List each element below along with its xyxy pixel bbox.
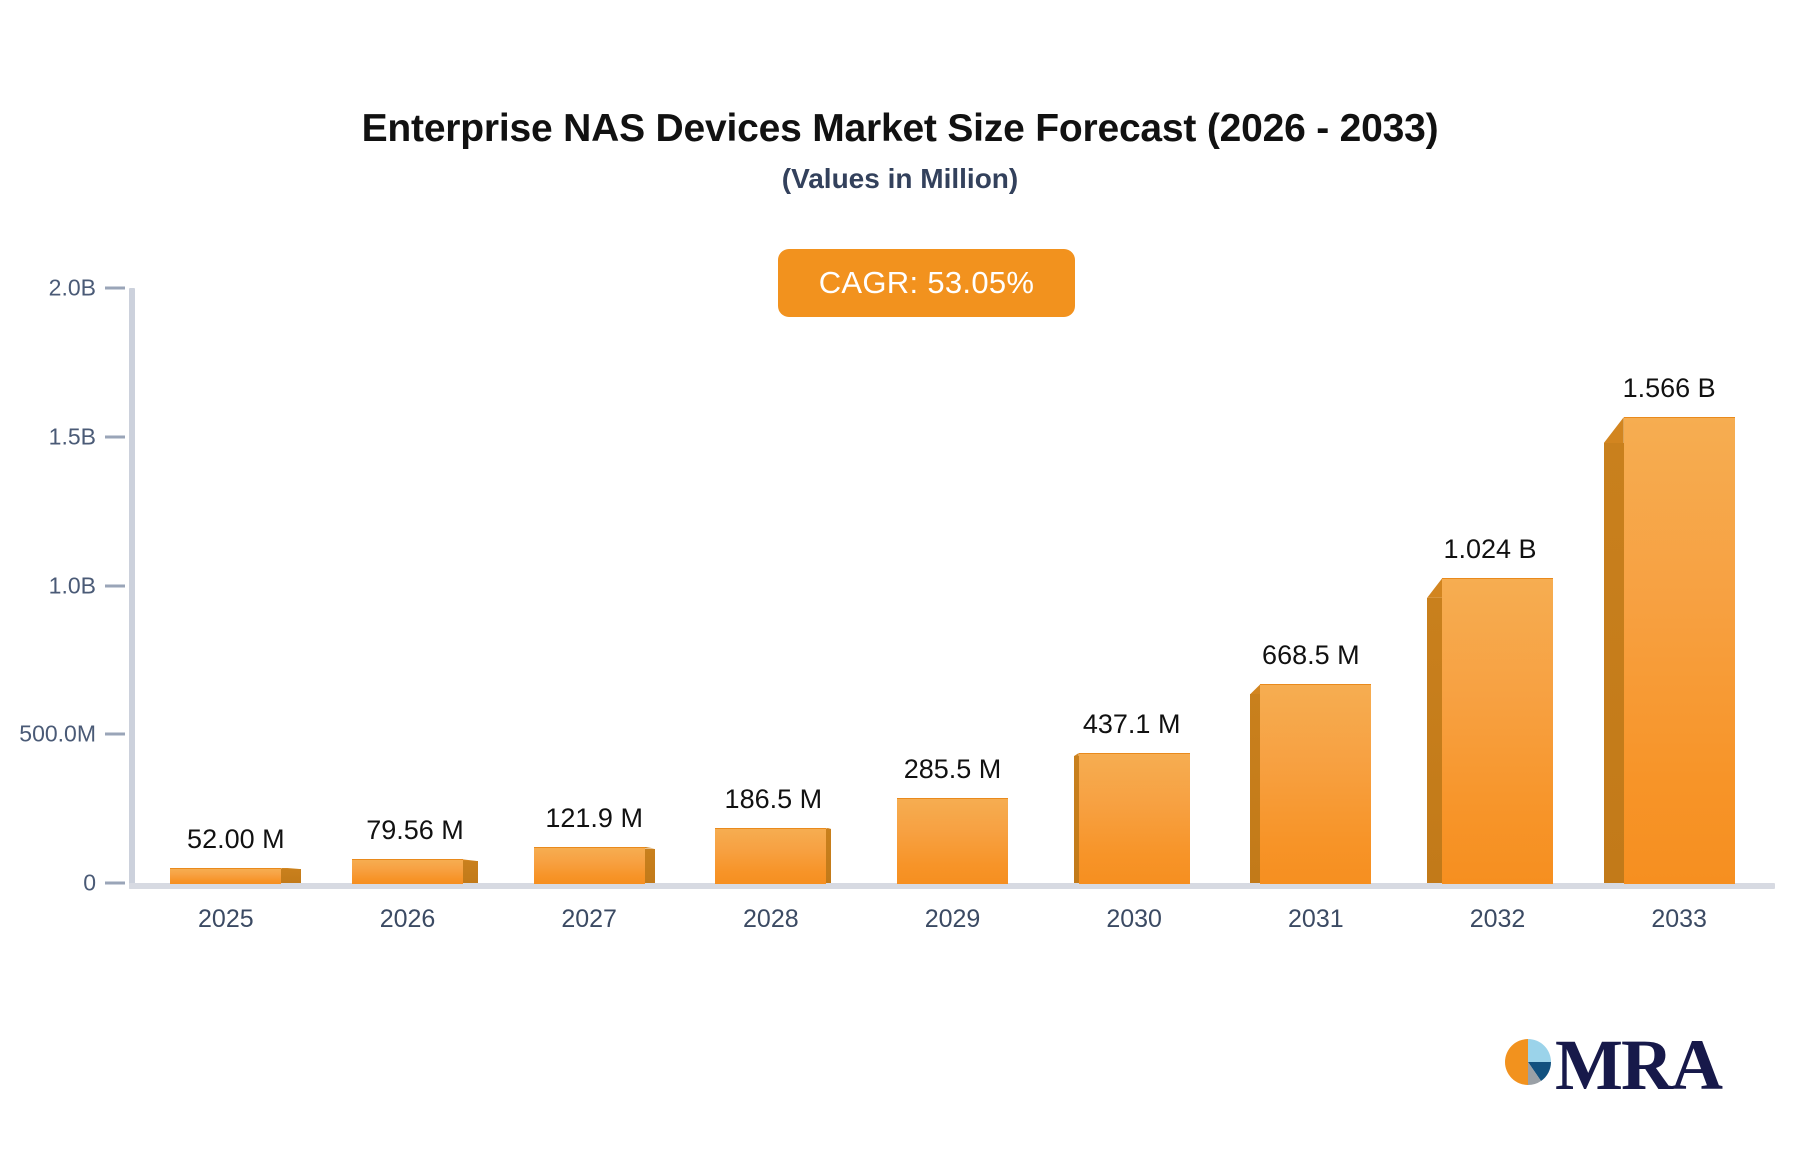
cagr-badge: CAGR: 53.05%: [778, 249, 1075, 317]
bar-top-bevel: [1250, 684, 1261, 695]
bar-value-label: 186.5 M: [724, 783, 823, 814]
x-axis-tick-label: 2025: [198, 905, 254, 933]
mra-logo: MRA: [1503, 1029, 1723, 1111]
x-axis-tick-label: 2033: [1651, 905, 1707, 933]
bar-top-bevel: [462, 859, 478, 862]
y-axis-tick-label: 0: [83, 869, 96, 896]
x-axis-tick-label: 2029: [924, 905, 981, 933]
bar-value-label: 668.5 M: [1262, 640, 1360, 671]
bar-side-face: [1250, 694, 1261, 883]
x-axis-tick-label: 2027: [561, 905, 617, 933]
y-axis-tick-mark: [105, 286, 125, 290]
bar-value-label: 52.00 M: [187, 823, 285, 854]
bar-front-face: [1260, 684, 1372, 884]
bar-value-label: 1.024 B: [1443, 534, 1537, 565]
chart-subtitle: (Values in Million): [781, 163, 1019, 194]
bar-front-face: [715, 827, 827, 884]
bar-front-face: [1442, 578, 1553, 884]
bar-side-face: [644, 848, 655, 883]
y-axis-line: [129, 288, 135, 889]
bar-front-face: [1078, 752, 1190, 884]
logo-wordmark: MRA: [1555, 1025, 1723, 1105]
bar-front-face: [533, 846, 645, 884]
bar-front-face: [897, 798, 1008, 884]
bar-side-face: [1603, 443, 1624, 883]
pie-chart-icon: [1505, 1039, 1551, 1085]
y-axis-tick-label: 1.0B: [48, 572, 96, 598]
y-axis-tick-label: 500.0M: [19, 720, 96, 747]
y-axis-tick-label: 2.0B: [48, 274, 96, 301]
bar-side-face: [1073, 756, 1079, 883]
bar-side-face: [462, 861, 478, 883]
y-axis-tick-mark: [105, 584, 125, 587]
y-axis-tick-mark: [105, 435, 125, 439]
bar-value-label: 121.9 M: [545, 802, 643, 833]
bar-value-label: 1.566 B: [1622, 373, 1716, 404]
y-axis-tick-mark: [105, 881, 125, 885]
bar-top-bevel: [1073, 752, 1079, 757]
x-axis-tick-label: 2030: [1106, 905, 1162, 933]
bar-value-label: 79.56 M: [366, 815, 464, 846]
bar-top-bevel: [826, 827, 832, 829]
x-axis-tick-label: 2031: [1288, 905, 1344, 933]
bar-top-bevel: [281, 867, 302, 870]
bar-top-bevel: [644, 846, 655, 849]
y-axis-tick-mark: [105, 732, 125, 736]
bar-value-label: 285.5 M: [903, 754, 1002, 785]
bar-side-face: [1427, 597, 1443, 883]
bar-top-bevel: [1427, 578, 1443, 598]
bar-value-label: 437.1 M: [1082, 708, 1181, 739]
bar-front-face: [352, 859, 463, 884]
bar-side-face: [281, 869, 302, 883]
bar-front-face: [1623, 417, 1735, 884]
bar-side-face: [826, 828, 832, 883]
x-axis-tick-label: 2028: [743, 905, 799, 933]
x-axis-tick-label: 2032: [1469, 905, 1526, 933]
x-axis-line: [129, 883, 1775, 889]
bar-top-bevel: [1603, 417, 1624, 444]
cagr-badge-label: CAGR: 53.05%: [818, 265, 1035, 300]
bar-front-face: [170, 867, 282, 884]
x-axis-tick-label: 2026: [379, 905, 436, 933]
y-axis-tick-label: 1.5B: [48, 423, 96, 450]
chart-title: Enterprise NAS Devices Market Size Forec…: [361, 107, 1439, 150]
